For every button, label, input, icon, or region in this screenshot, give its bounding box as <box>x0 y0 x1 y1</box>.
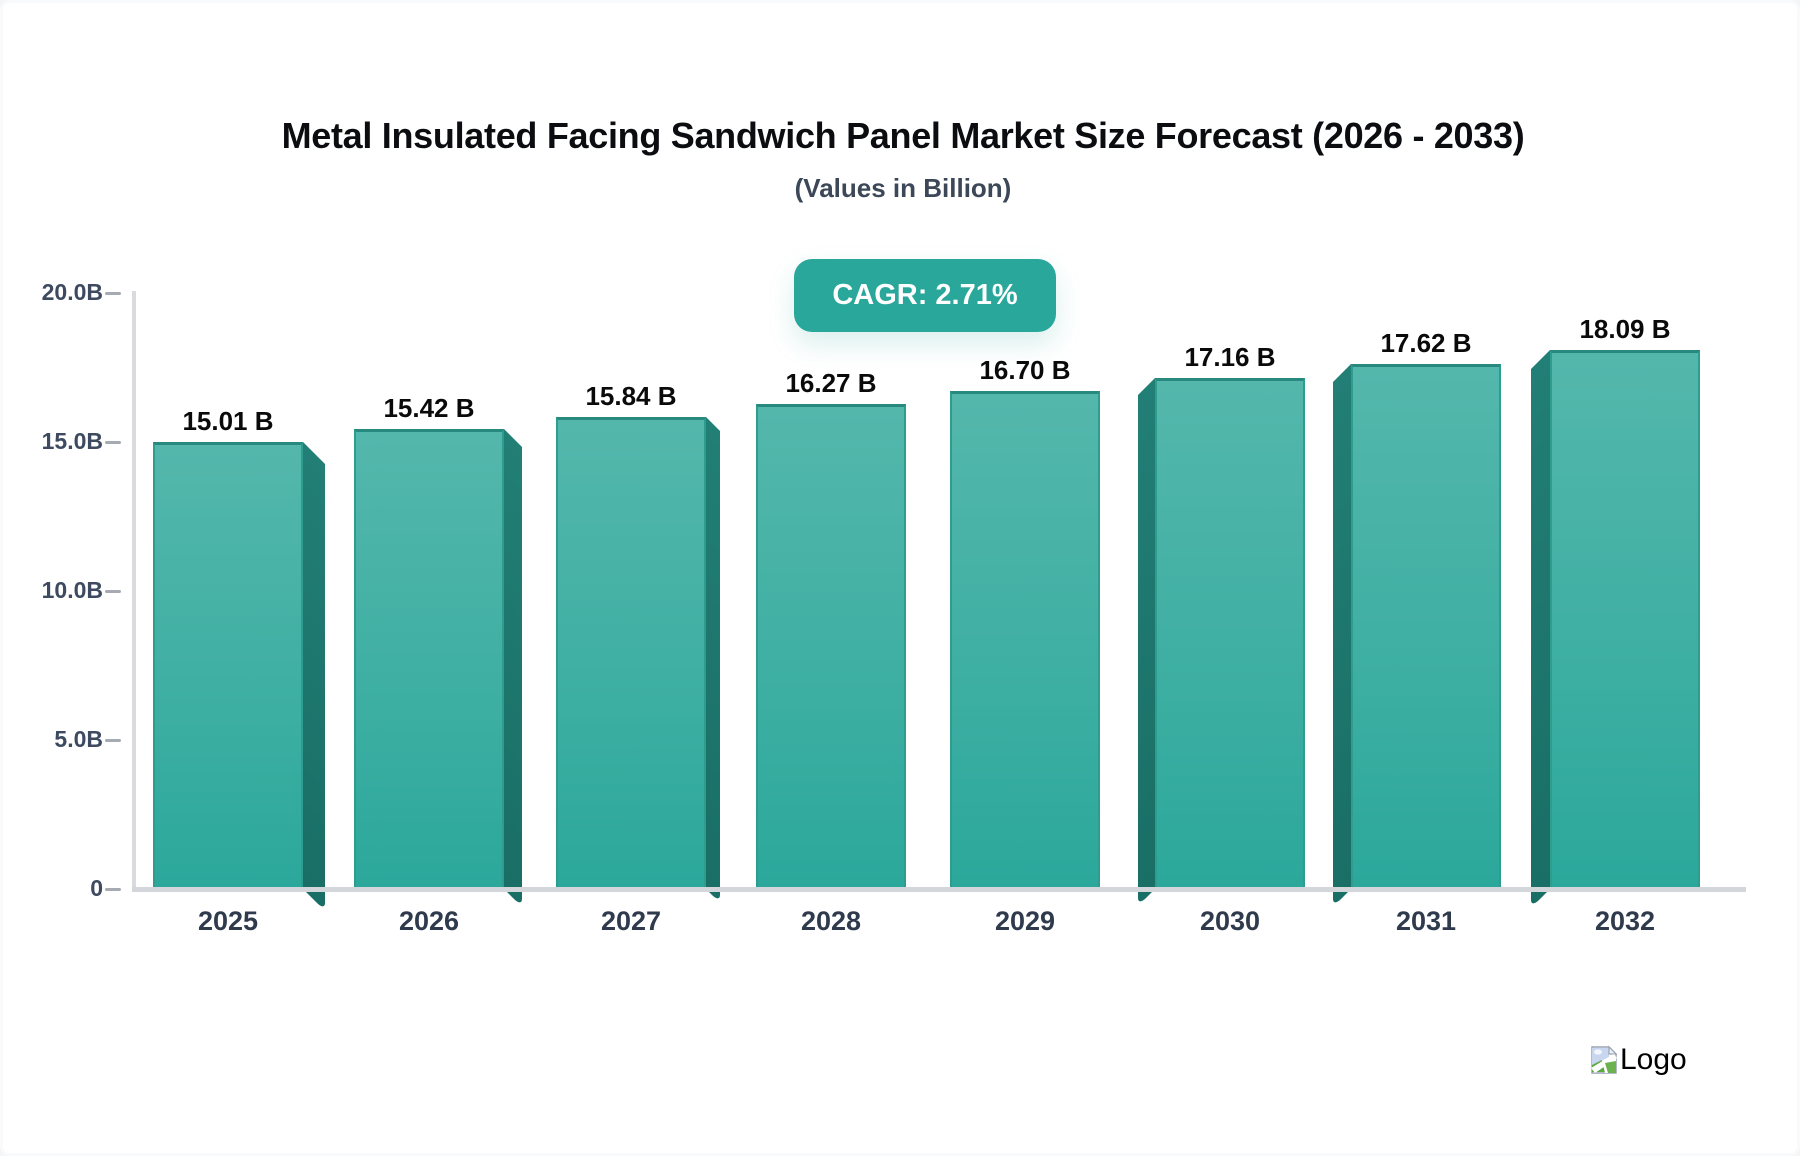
bar-face-2028 <box>756 404 906 889</box>
chart-title: Metal Insulated Facing Sandwich Panel Ma… <box>281 115 1525 156</box>
bar-value-label-2029: 16.70 B <box>979 355 1071 386</box>
y-tick-label-15.0B: 15.0B <box>41 428 103 454</box>
bar-2025[interactable] <box>153 441 325 911</box>
cagr-badge-label: CAGR: 2.71% <box>832 279 1018 311</box>
bar-face-2032 <box>1550 349 1700 889</box>
bar-value-label-2025: 15.01 B <box>182 405 274 436</box>
bar-value-label-2027: 15.84 B <box>585 380 677 411</box>
y-tick-dash-0 <box>105 887 121 891</box>
y-axis-line <box>132 291 136 891</box>
bar-2031[interactable] <box>1333 363 1501 907</box>
y-tick-label-20.0B: 20.0B <box>41 279 103 305</box>
bar-face-2029 <box>950 391 1100 889</box>
bar-2028[interactable] <box>756 404 906 889</box>
bar-side-2032 <box>1531 349 1550 908</box>
bar-2026[interactable] <box>354 429 522 907</box>
bar-face-2026 <box>354 429 504 889</box>
bar-value-label-2031: 17.62 B <box>1380 327 1472 358</box>
y-tick-dash-10.0B <box>105 589 121 593</box>
x-axis-label-2026: 2026 <box>398 906 460 936</box>
bar-2027[interactable] <box>556 416 720 903</box>
x-axis-label-2029: 2029 <box>994 906 1056 936</box>
y-tick-label-0: 0 <box>90 875 103 901</box>
bar-value-label-2026: 15.42 B <box>383 393 475 424</box>
broken-image-icon <box>1588 1044 1620 1076</box>
x-axis-line <box>132 887 1746 892</box>
bar-2030[interactable] <box>1138 377 1305 906</box>
chart-subtitle: (Values in Billion) <box>794 173 1012 203</box>
cagr-badge: CAGR: 2.71% <box>794 259 1056 332</box>
bar-2032[interactable] <box>1531 349 1700 908</box>
y-tick-dash-20.0B <box>105 291 121 295</box>
x-axis-label-2031: 2031 <box>1395 906 1457 936</box>
bar-face-2025 <box>153 441 303 889</box>
x-axis-label-2032: 2032 <box>1594 906 1656 936</box>
logo: Logo <box>1588 1043 1687 1077</box>
y-tick-label-10.0B: 10.0B <box>41 577 103 603</box>
bar-face-2030 <box>1155 377 1305 889</box>
logo-text: Logo <box>1620 1043 1687 1076</box>
bar-2029[interactable] <box>950 391 1100 889</box>
bar-side-2027 <box>706 416 720 903</box>
x-axis-label-2025: 2025 <box>197 906 259 936</box>
x-axis-label-2027: 2027 <box>600 906 662 936</box>
bar-side-2030 <box>1138 377 1155 906</box>
y-tick-dash-5.0B <box>105 738 121 742</box>
bar-value-label-2032: 18.09 B <box>1579 313 1671 344</box>
bar-face-2027 <box>556 416 706 889</box>
bar-value-label-2030: 17.16 B <box>1184 341 1276 372</box>
bar-face-2031 <box>1351 363 1501 889</box>
bar-side-2025 <box>303 441 325 911</box>
y-tick-label-5.0B: 5.0B <box>54 726 103 752</box>
x-axis-label-2030: 2030 <box>1199 906 1261 936</box>
bar-side-2031 <box>1333 363 1351 907</box>
bar-value-label-2028: 16.27 B <box>785 368 877 399</box>
x-axis-label-2028: 2028 <box>800 906 862 936</box>
y-tick-dash-15.0B <box>105 440 121 444</box>
bar-side-2026 <box>504 429 522 907</box>
